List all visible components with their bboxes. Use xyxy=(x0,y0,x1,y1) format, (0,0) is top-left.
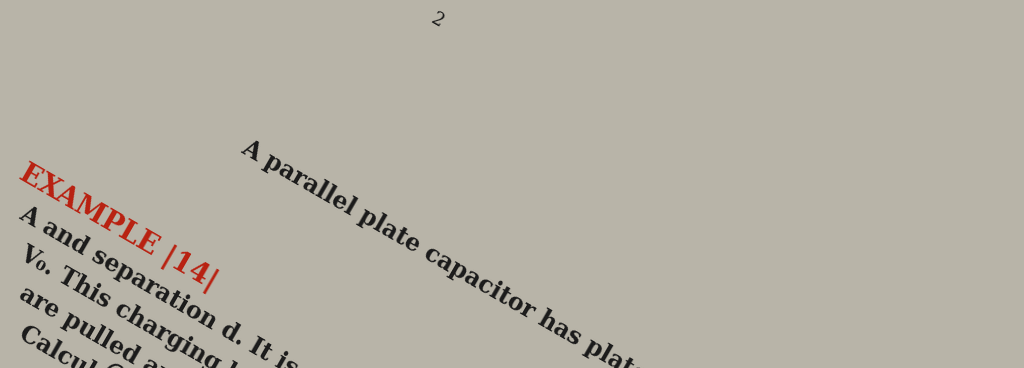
Text: $C = \dfrac{\varepsilon_0 A}{d}$: $C = \dfrac{\varepsilon_0 A}{d}$ xyxy=(91,345,194,368)
Text: A and separation d. It is charged to a potential difference: A and separation d. It is charged to a p… xyxy=(15,202,688,368)
Text: A parallel plate capacitor has plate area: A parallel plate capacitor has plate are… xyxy=(238,135,709,368)
Text: EXAMPLE |14|: EXAMPLE |14| xyxy=(14,160,222,296)
Text: Calculate the work required to separate the plates.: Calculate the work required to separate … xyxy=(15,322,612,368)
Text: are pulled apart to three times the initial separation.: are pulled apart to three times the init… xyxy=(15,282,636,368)
Text: 2: 2 xyxy=(428,10,446,31)
Text: V₀. This charging battery is disconnected and the plates: V₀. This charging battery is disconnecte… xyxy=(15,241,670,368)
